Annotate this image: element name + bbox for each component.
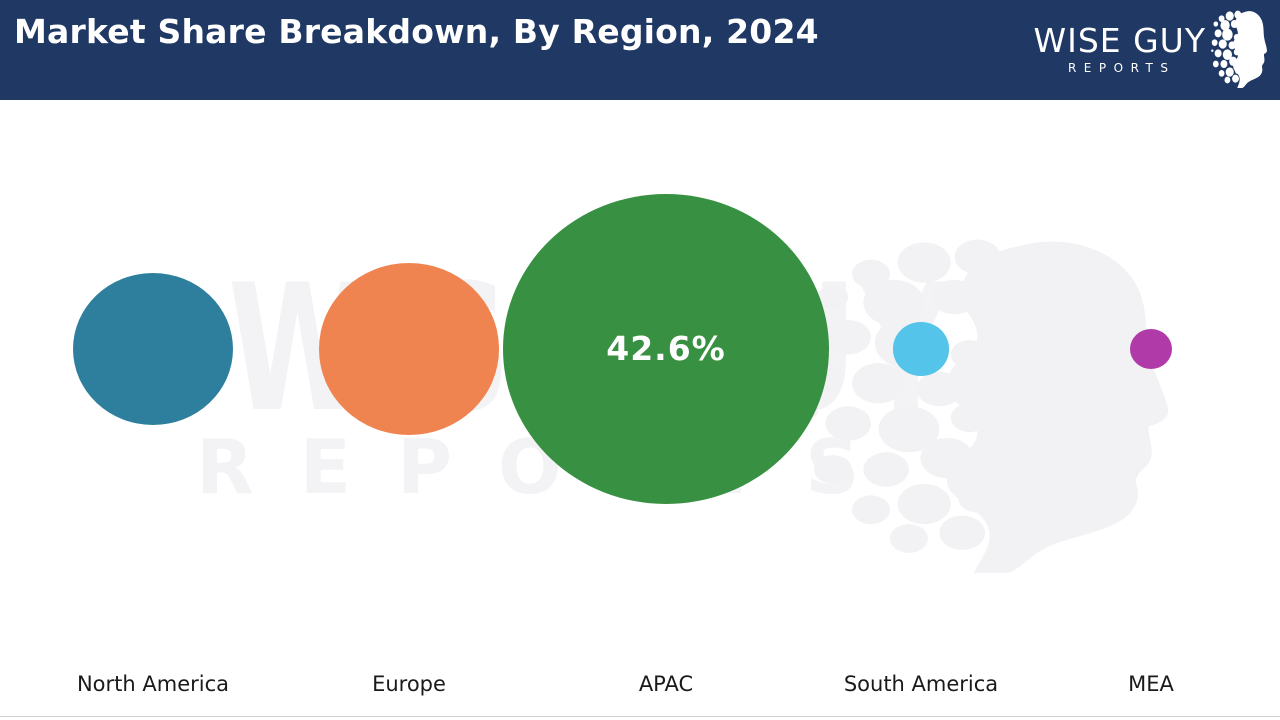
logo-wordmark: WISE GUY (1033, 21, 1206, 60)
category-label-europe: Europe (372, 672, 446, 696)
watermark-head-icon (802, 239, 1169, 573)
dotted-head-profile-icon (1211, 10, 1267, 88)
bubble-mea (1129, 328, 1173, 369)
x-axis-line (0, 716, 1280, 717)
category-label-mea: MEA (1128, 672, 1174, 696)
header-bar: Market Share Breakdown, By Region, 2024 … (0, 0, 1280, 100)
wise-guy-logo: WISE GUY REPORTS (1033, 6, 1268, 96)
category-label-south-america: South America (843, 672, 999, 696)
bubble-north-america (72, 272, 234, 426)
value-label-apac: 42.6% (606, 329, 726, 369)
chart-area: WISE GUY REPORTS North AmericaEurope42.6… (0, 100, 1280, 720)
category-label-apac: APAC (638, 672, 694, 696)
chart-title: Market Share Breakdown, By Region, 2024 (14, 12, 819, 51)
logo-text: WISE GUY REPORTS (1033, 21, 1206, 75)
category-label-north-america: North America (76, 672, 230, 696)
bubble-europe (318, 263, 500, 435)
bubble-south-america (893, 322, 949, 376)
bubble-apac: 42.6% (502, 193, 830, 504)
logo-subtitle: REPORTS (1067, 60, 1176, 75)
